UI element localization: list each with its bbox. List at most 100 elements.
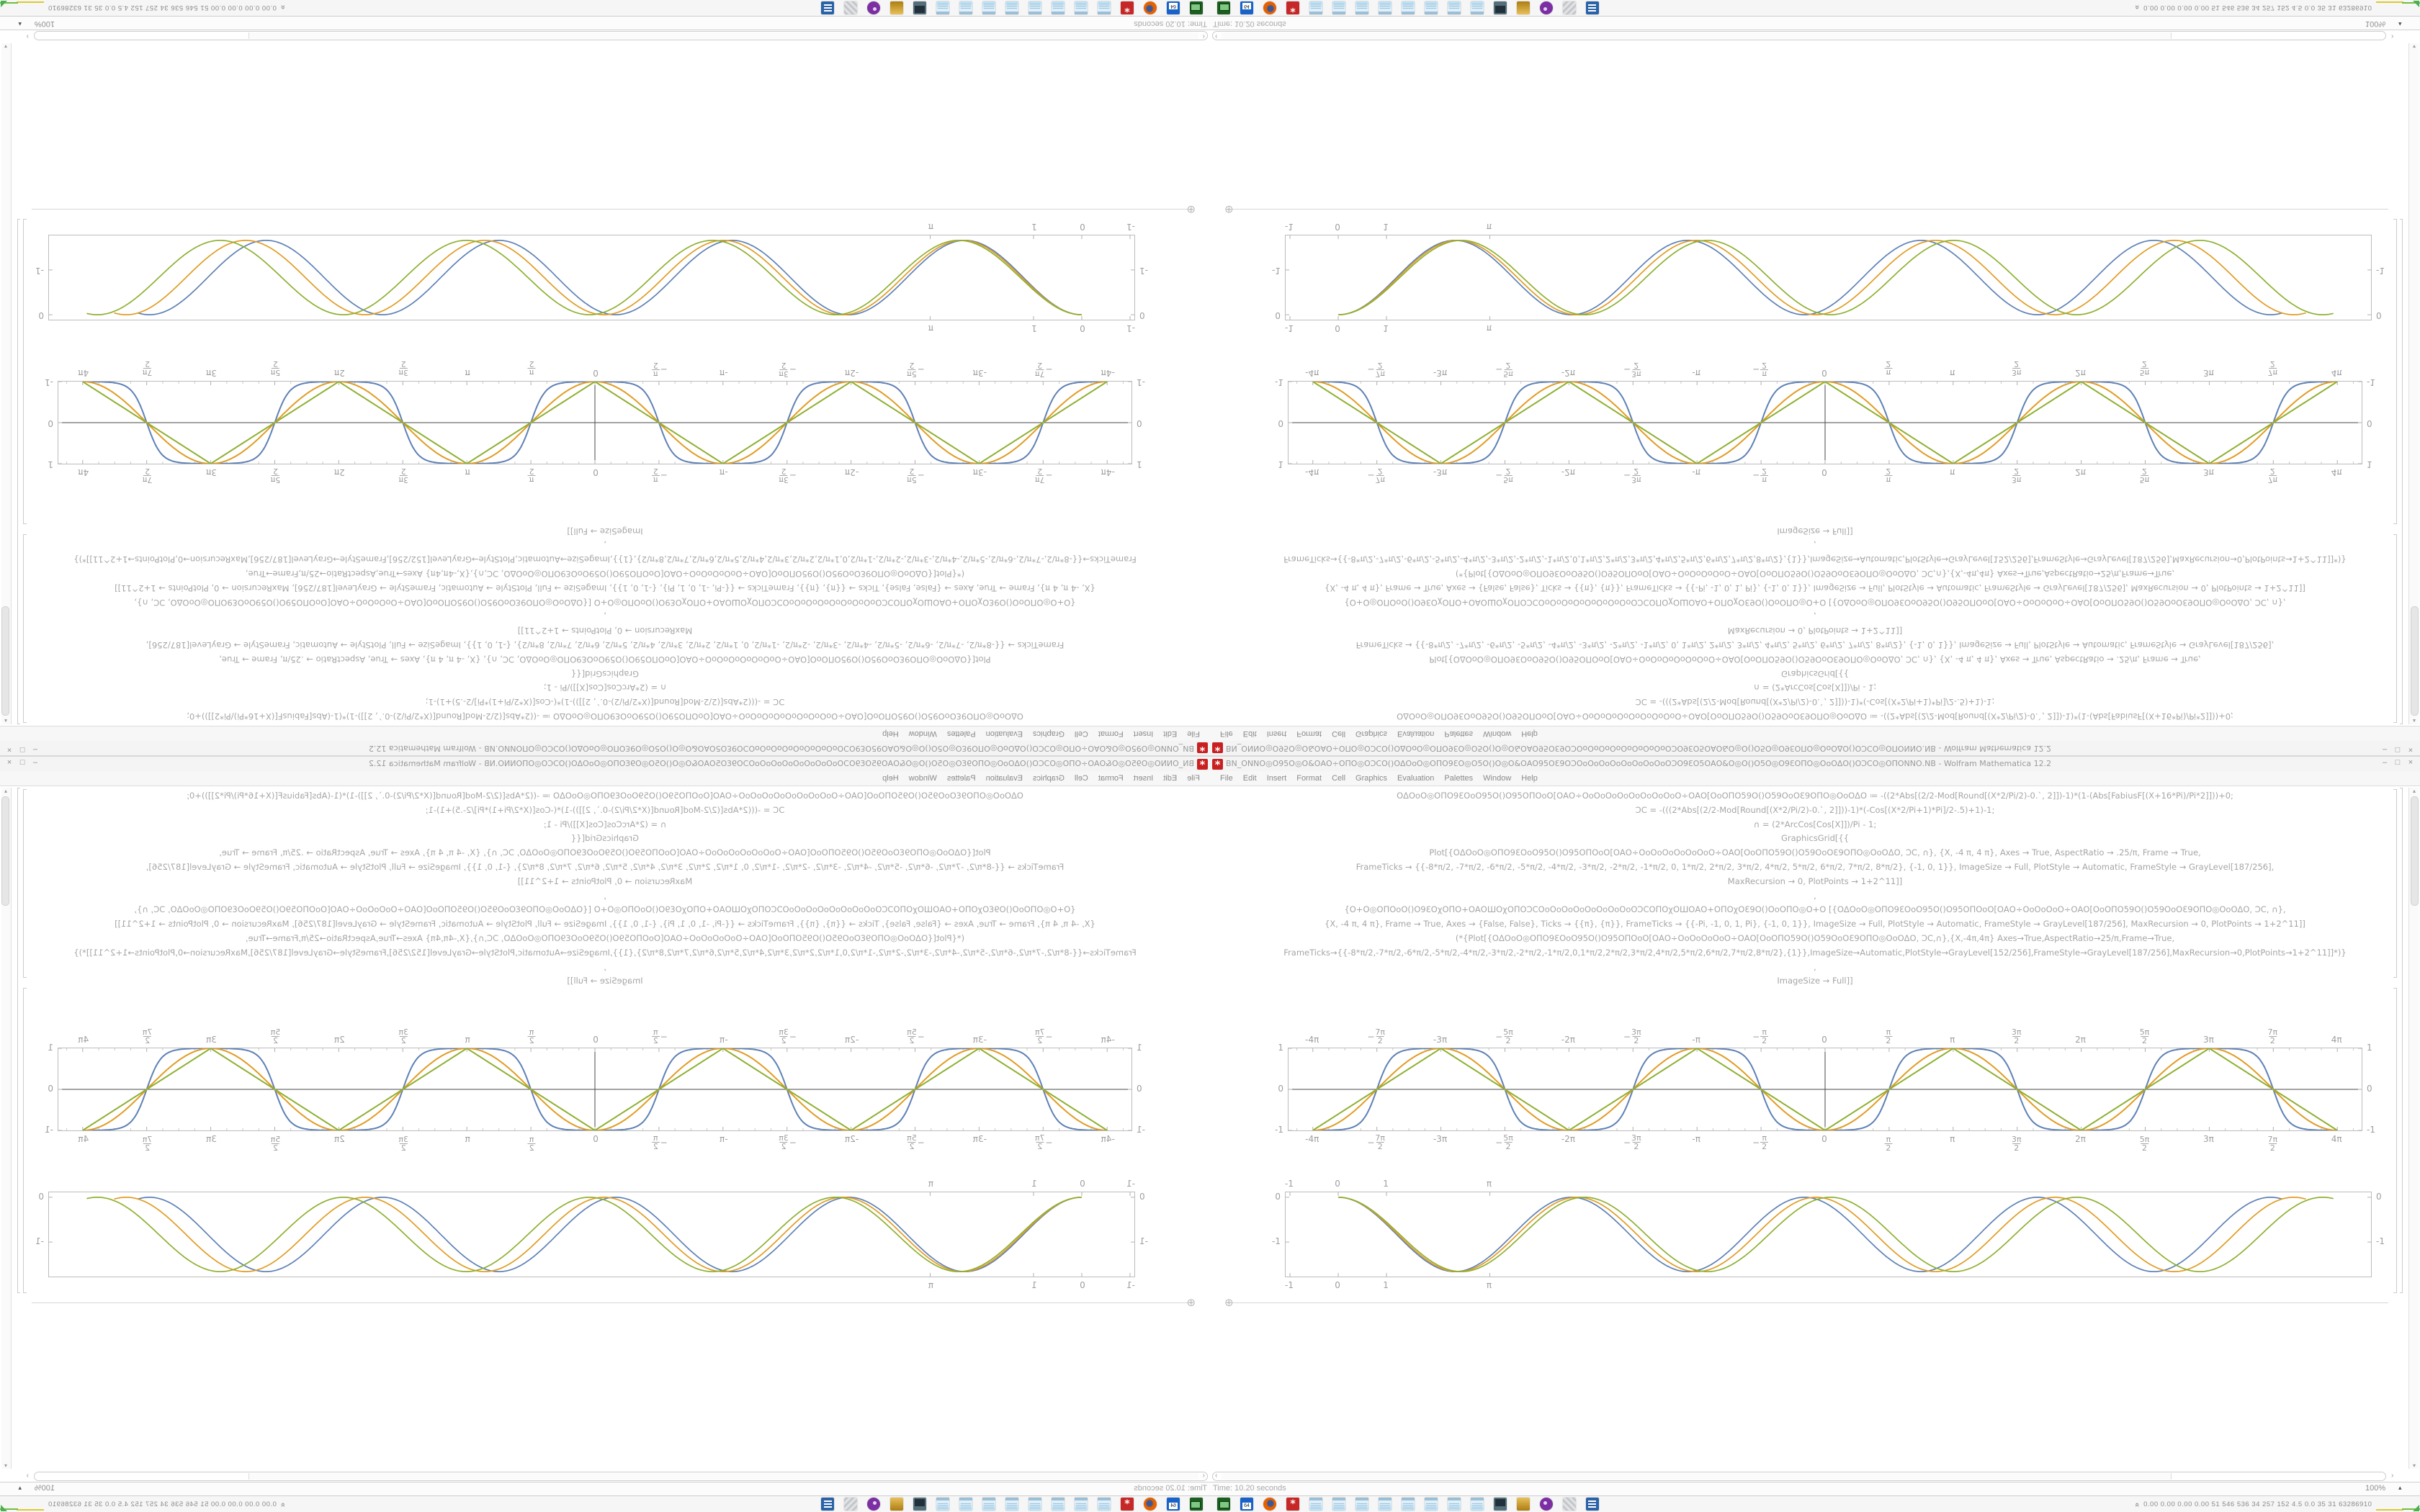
code-line[interactable]: Plot[{ΟΔΟοΟ◎ΟΠΟ9ƐΟοΟ95Ο()Ο95ΟΠΟοΟ[ΟΑΟ÷Οο… [219, 654, 991, 665]
vertical-scrollbar[interactable]: ▴ ▾ [1, 43, 12, 724]
menu-item-palettes[interactable]: Palettes [1444, 729, 1474, 738]
input-code-cell[interactable]: ΟΔΟοΟ◎ΟΠΟ9ƐΟοΟ95Ο()Ο95ΟΠΟοΟ[ΟΑΟ÷ΟοΟοΟοΟο… [0, 789, 1210, 989]
minimize-button[interactable]: – [32, 745, 38, 754]
code-line[interactable]: ƆC = -(((2*Abs[(2/2-Mod[Round[(X*2/Pi/2)… [1635, 804, 1995, 815]
horizontal-scrollbar[interactable]: ‹ [34, 1472, 1208, 1481]
cell-insertion-point-icon[interactable]: ⊕ [1186, 1296, 1196, 1309]
taskbar-item-notepad[interactable] [1052, 1, 1065, 14]
taskbar-item-terminal[interactable] [1190, 1, 1203, 14]
code-line[interactable]: ƆC = -(((2*Abs[(2/2-Mod[Round[(X*2/Pi/2)… [425, 697, 785, 708]
menu-item-help[interactable]: Help [1521, 774, 1538, 783]
code-line[interactable]: , [1814, 540, 1816, 551]
menu-item-window[interactable]: Window [908, 729, 937, 738]
cell-insertion-divider[interactable] [1232, 1302, 2388, 1303]
taskbar-item-notepad[interactable] [1448, 1, 1461, 14]
menu-item-file[interactable]: File [1187, 729, 1200, 738]
code-line[interactable]: ImageSize → Full]] [1777, 976, 1853, 986]
scroll-left-icon[interactable]: ‹ [1202, 32, 1205, 40]
input-code-cell[interactable]: ΟΔΟοΟ◎ΟΠΟ9ƐΟοΟ95Ο()Ο95ΟΠΟοΟ[ΟΑΟ÷ΟοΟοΟοΟο… [0, 523, 1210, 723]
code-line[interactable]: {X, -4 π, 4 π}, Frame → True, Axes → {Fa… [115, 919, 1095, 930]
menu-item-file[interactable]: File [1220, 729, 1233, 738]
tray-expand-icon[interactable]: « [278, 1502, 287, 1507]
taskbar-item-notepad[interactable] [1075, 1, 1088, 14]
code-line[interactable]: FrameTicks→{{-8*π/2,-7*π/2,-6*π/2,-5*π/2… [1283, 554, 2347, 565]
maximize-button[interactable]: □ [2395, 745, 2401, 754]
horizontal-scrollbar[interactable]: ‹ [1212, 31, 2386, 40]
code-line[interactable]: GraphicsGrid[{{ [1780, 668, 1850, 679]
scroll-up-icon[interactable]: ▴ [4, 788, 8, 794]
taskbar-item-notepad[interactable] [1402, 1, 1415, 14]
menu-item-edit[interactable]: Edit [1242, 729, 1257, 738]
taskbar-item-media[interactable] [867, 1498, 880, 1511]
code-line[interactable]: (*{Plot[{ΟΔΟοΟ◎ΟΠΟ9ƐΟοΟ95Ο()Ο95ΟΠΟοΟ[ΟΑΟ… [245, 569, 965, 580]
menu-item-help[interactable]: Help [882, 729, 899, 738]
vertical-scrollbar[interactable]: ▴ ▾ [2408, 788, 2419, 1469]
magnification-control[interactable]: 100% [34, 19, 55, 28]
window-title-bar[interactable]: * ΒΝ_ΟΝΝΟ◎Ο95Ο◎Ο&ΟΑΟ÷ΟΠΟ◎ΟƆCΟ()ΟΔΟοΟ◎ΟΠΟ… [1210, 756, 2420, 771]
minimize-button[interactable]: – [2382, 745, 2388, 754]
menu-item-format[interactable]: Format [1098, 774, 1124, 783]
code-line[interactable]: {Ο+Ο◎ΟΠΟοΟ()Ο9ƐΟχΟΠΟ+ΟΑΟШΟχΟΠΟƆCΟοΟοΟοΟο… [134, 904, 1076, 915]
input-code-cell[interactable]: ΟΔΟοΟ◎ΟΠΟ9ƐΟοΟ95Ο()Ο95ΟΠΟοΟ[ΟΑΟ÷ΟοΟοΟοΟο… [1210, 523, 2420, 723]
taskbar-item-notepad[interactable] [1332, 1498, 1345, 1511]
code-line[interactable]: {Ο+Ο◎ΟΠΟοΟ()Ο9ƐΟχΟΠΟ+ΟΑΟШΟχΟΠΟƆCΟοΟοΟοΟο… [1344, 597, 2286, 608]
cell-insertion-point-icon[interactable]: ⊕ [1186, 203, 1196, 216]
vertical-scroll-thumb[interactable] [2411, 606, 2419, 716]
taskbar-item-notepad[interactable] [1379, 1, 1392, 14]
scroll-down-icon[interactable]: ▾ [4, 1462, 8, 1469]
taskbar-item-monitor[interactable] [1494, 1, 1507, 14]
taskbar-item-notepad[interactable] [1402, 1498, 1415, 1511]
code-line[interactable]: FrameTicks→{{-8*π/2,-7*π/2,-6*π/2,-5*π/2… [73, 947, 1137, 958]
taskbar-item-notepad[interactable] [936, 1498, 949, 1511]
menu-item-evaluation[interactable]: Evaluation [985, 729, 1023, 738]
code-line[interactable]: FrameTicks → {{-8*π/2, -7*π/2, -6*π/2, -… [1355, 640, 2275, 651]
magnification-arrow-icon[interactable]: ▴ [18, 1484, 22, 1491]
code-line[interactable]: {X, -4 π, 4 π}, Frame → True, Axes → {Fa… [1325, 582, 2305, 593]
close-button[interactable]: × [6, 758, 12, 767]
menu-item-palettes[interactable]: Palettes [946, 729, 976, 738]
maximize-button[interactable]: □ [2395, 758, 2401, 767]
code-line[interactable]: , [1814, 611, 1816, 622]
taskbar-item-terminal[interactable] [1190, 1498, 1203, 1511]
cell-insertion-divider[interactable] [32, 209, 1188, 210]
menu-item-file[interactable]: File [1220, 774, 1233, 783]
maximize-button[interactable]: □ [19, 745, 25, 754]
taskbar-item-folder[interactable] [1517, 1, 1530, 14]
scroll-down-icon[interactable]: ▾ [2412, 1462, 2416, 1469]
taskbar-item-scroll[interactable] [844, 1, 857, 14]
code-line[interactable]: MaxRecursion → 0, PlotPoints → 1+2^11]] [517, 876, 693, 886]
menu-item-format[interactable]: Format [1296, 729, 1322, 738]
taskbar-item-monitor[interactable] [913, 1, 926, 14]
taskbar-item-floppy[interactable] [1240, 1498, 1253, 1511]
taskbar-item-notepad[interactable] [1471, 1, 1484, 14]
code-line[interactable]: ImageSize → Full]] [1777, 526, 1853, 536]
code-line[interactable]: FrameTicks → {{-8*π/2, -7*π/2, -6*π/2, -… [145, 640, 1065, 651]
window-title-bar[interactable]: * ΒΝ_ΟΝΝΟ◎Ο95Ο◎Ο&ΟΑΟ÷ΟΠΟ◎ΟƆCΟ()ΟΔΟοΟ◎ΟΠΟ… [1210, 741, 2420, 756]
code-line[interactable]: ∩ = (2*ArcCos[Cos[X]])/Pi - 1; [543, 819, 667, 829]
taskbar-item-notepad[interactable] [936, 1, 949, 14]
code-line[interactable]: ∩ = (2*ArcCos[Cos[X]])/Pi - 1; [1753, 819, 1877, 829]
scroll-up-icon[interactable]: ▴ [2412, 718, 2416, 724]
menu-item-cell[interactable]: Cell [1074, 774, 1088, 783]
code-line[interactable]: ΟΔΟοΟ◎ΟΠΟ9ƐΟοΟ95Ο()Ο95ΟΠΟοΟ[ΟΑΟ÷ΟοΟοΟοΟο… [1397, 791, 2233, 801]
taskbar-item-notepad[interactable] [1028, 1498, 1041, 1511]
cell-group-bracket[interactable] [2400, 219, 2403, 724]
taskbar-item-notepad[interactable] [1005, 1498, 1018, 1511]
code-line[interactable]: MaxRecursion → 0, PlotPoints → 1+2^11]] [517, 626, 693, 636]
code-line[interactable]: FrameTicks→{{-8*π/2,-7*π/2,-6*π/2,-5*π/2… [1283, 947, 2347, 958]
code-line[interactable]: {Ο+Ο◎ΟΠΟοΟ()Ο9ƐΟχΟΠΟ+ΟΑΟШΟχΟΠΟƆCΟοΟοΟοΟο… [1344, 904, 2286, 915]
scroll-right-icon[interactable]: › [26, 1472, 29, 1480]
taskbar-item-terminal[interactable] [1217, 1498, 1230, 1511]
taskbar-item-document[interactable] [821, 1, 834, 14]
menu-item-palettes[interactable]: Palettes [946, 774, 976, 783]
code-line[interactable]: MaxRecursion → 0, PlotPoints → 1+2^11]] [1727, 626, 1903, 636]
menu-item-cell[interactable]: Cell [1074, 729, 1088, 738]
magnification-control[interactable]: 100% [2365, 19, 2386, 28]
menu-item-window[interactable]: Window [1483, 729, 1512, 738]
horizontal-scrollbar[interactable]: ‹ [1212, 1472, 2386, 1481]
input-cell-bracket[interactable] [2393, 534, 2397, 723]
cell-group-bracket[interactable] [17, 219, 20, 724]
taskbar-item-folder[interactable] [890, 1, 903, 14]
scroll-right-icon[interactable]: › [26, 32, 29, 40]
menu-item-edit[interactable]: Edit [1163, 729, 1178, 738]
